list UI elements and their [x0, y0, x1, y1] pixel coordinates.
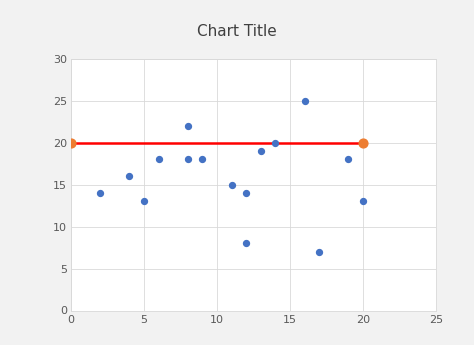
Point	[97, 190, 104, 196]
Point	[345, 157, 352, 162]
Point	[67, 140, 75, 145]
Point	[359, 199, 367, 204]
Point	[184, 123, 191, 129]
Point	[301, 98, 309, 104]
Point	[228, 182, 236, 187]
Point	[184, 157, 191, 162]
Point	[272, 140, 279, 145]
Point	[316, 249, 323, 255]
Point	[199, 157, 206, 162]
Text: Chart Title: Chart Title	[197, 24, 277, 39]
Point	[359, 140, 367, 145]
Point	[257, 148, 264, 154]
Point	[155, 157, 163, 162]
Point	[126, 174, 133, 179]
Point	[243, 240, 250, 246]
Point	[140, 199, 148, 204]
Point	[243, 190, 250, 196]
